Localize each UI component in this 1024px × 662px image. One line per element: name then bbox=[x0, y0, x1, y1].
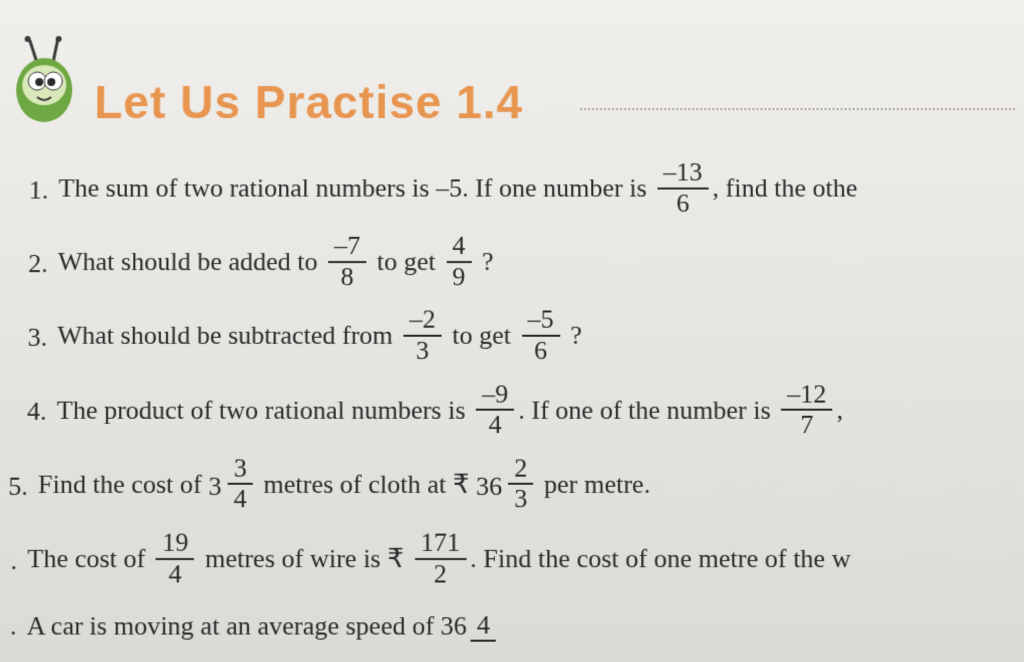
fraction: –136 bbox=[657, 158, 708, 218]
fraction: 23 bbox=[508, 454, 533, 514]
fraction: 4 bbox=[471, 611, 496, 642]
question-row: .The cost of 194 metres of wire is ₹ 171… bbox=[0, 530, 1024, 590]
fraction: –127 bbox=[781, 380, 833, 440]
fraction: 49 bbox=[446, 232, 471, 292]
question-text: The cost of 194 metres of wire is ₹ 1712… bbox=[27, 530, 1024, 590]
question-row: 3.What should be subtracted from –23 to … bbox=[17, 308, 1024, 368]
text-span: ? bbox=[475, 247, 493, 276]
dotted-rule bbox=[580, 108, 1015, 110]
question-number: 1. bbox=[18, 169, 58, 211]
question-number: 2. bbox=[18, 243, 59, 285]
text-span: . If one of the number is bbox=[518, 395, 777, 424]
fraction: 1712 bbox=[415, 528, 467, 588]
question-number: 3. bbox=[17, 317, 58, 359]
fraction: –94 bbox=[476, 380, 514, 440]
text-span: , find the othe bbox=[712, 173, 857, 202]
question-text: A car is moving at an average speed of 3… bbox=[27, 605, 1024, 647]
text-span: ? bbox=[564, 321, 582, 350]
question-text: Find the cost of 334 metres of cloth at … bbox=[38, 456, 1024, 516]
fraction: 194 bbox=[156, 528, 195, 588]
text-span: to get bbox=[370, 247, 442, 276]
question-row: 4.The product of two rational numbers is… bbox=[16, 382, 1024, 442]
fraction: –78 bbox=[328, 232, 366, 292]
section-heading: Let Us Practise 1.4 bbox=[94, 75, 523, 129]
text-span: A car is moving at an average speed of 3… bbox=[27, 611, 467, 641]
mixed-number: 3623 bbox=[476, 456, 538, 516]
question-row: 1.The sum of two rational numbers is –5.… bbox=[18, 160, 1024, 220]
text-span: per metre. bbox=[537, 469, 650, 498]
fraction: –23 bbox=[403, 306, 441, 366]
question-row: 5.Find the cost of 334 metres of cloth a… bbox=[0, 456, 1024, 516]
fraction: 34 bbox=[227, 454, 252, 514]
question-number: 5. bbox=[0, 465, 38, 507]
text-span: . Find the cost of one metre of the w bbox=[470, 543, 851, 573]
question-list: 1.The sum of two rational numbers is –5.… bbox=[14, 160, 1024, 662]
question-text: What should be subtracted from –23 to ge… bbox=[57, 308, 1024, 368]
text-span: What should be added to bbox=[58, 247, 324, 276]
question-text: What should be added to –78 to get 49 ? bbox=[58, 234, 1024, 294]
text-span: Find the cost of bbox=[38, 469, 209, 498]
text-span: , bbox=[837, 395, 844, 424]
question-number: . bbox=[0, 539, 27, 581]
text-span: What should be subtracted from bbox=[57, 321, 399, 350]
text-span: metres of cloth at ₹ bbox=[257, 469, 476, 498]
question-number: . bbox=[0, 605, 27, 647]
question-text: The product of two rational numbers is –… bbox=[57, 382, 1024, 442]
question-number: 4. bbox=[16, 391, 57, 433]
text-span: The cost of bbox=[27, 543, 152, 573]
fraction: –56 bbox=[522, 306, 560, 366]
question-row: 2.What should be added to –78 to get 49 … bbox=[17, 234, 1024, 294]
question-text: The sum of two rational numbers is –5. I… bbox=[58, 160, 1024, 220]
textbook-page: Let Us Practise 1.4 1.The sum of two rat… bbox=[0, 0, 1024, 662]
mixed-number: 334 bbox=[208, 456, 257, 516]
text-span: metres of wire is ₹ bbox=[198, 543, 410, 573]
mascot-ant-icon bbox=[9, 35, 80, 125]
text-span: to get bbox=[446, 321, 518, 350]
text-span: The sum of two rational numbers is –5. I… bbox=[58, 173, 653, 202]
question-row: .A car is moving at an average speed of … bbox=[0, 605, 1024, 647]
text-span: The product of two rational numbers is bbox=[57, 395, 472, 424]
